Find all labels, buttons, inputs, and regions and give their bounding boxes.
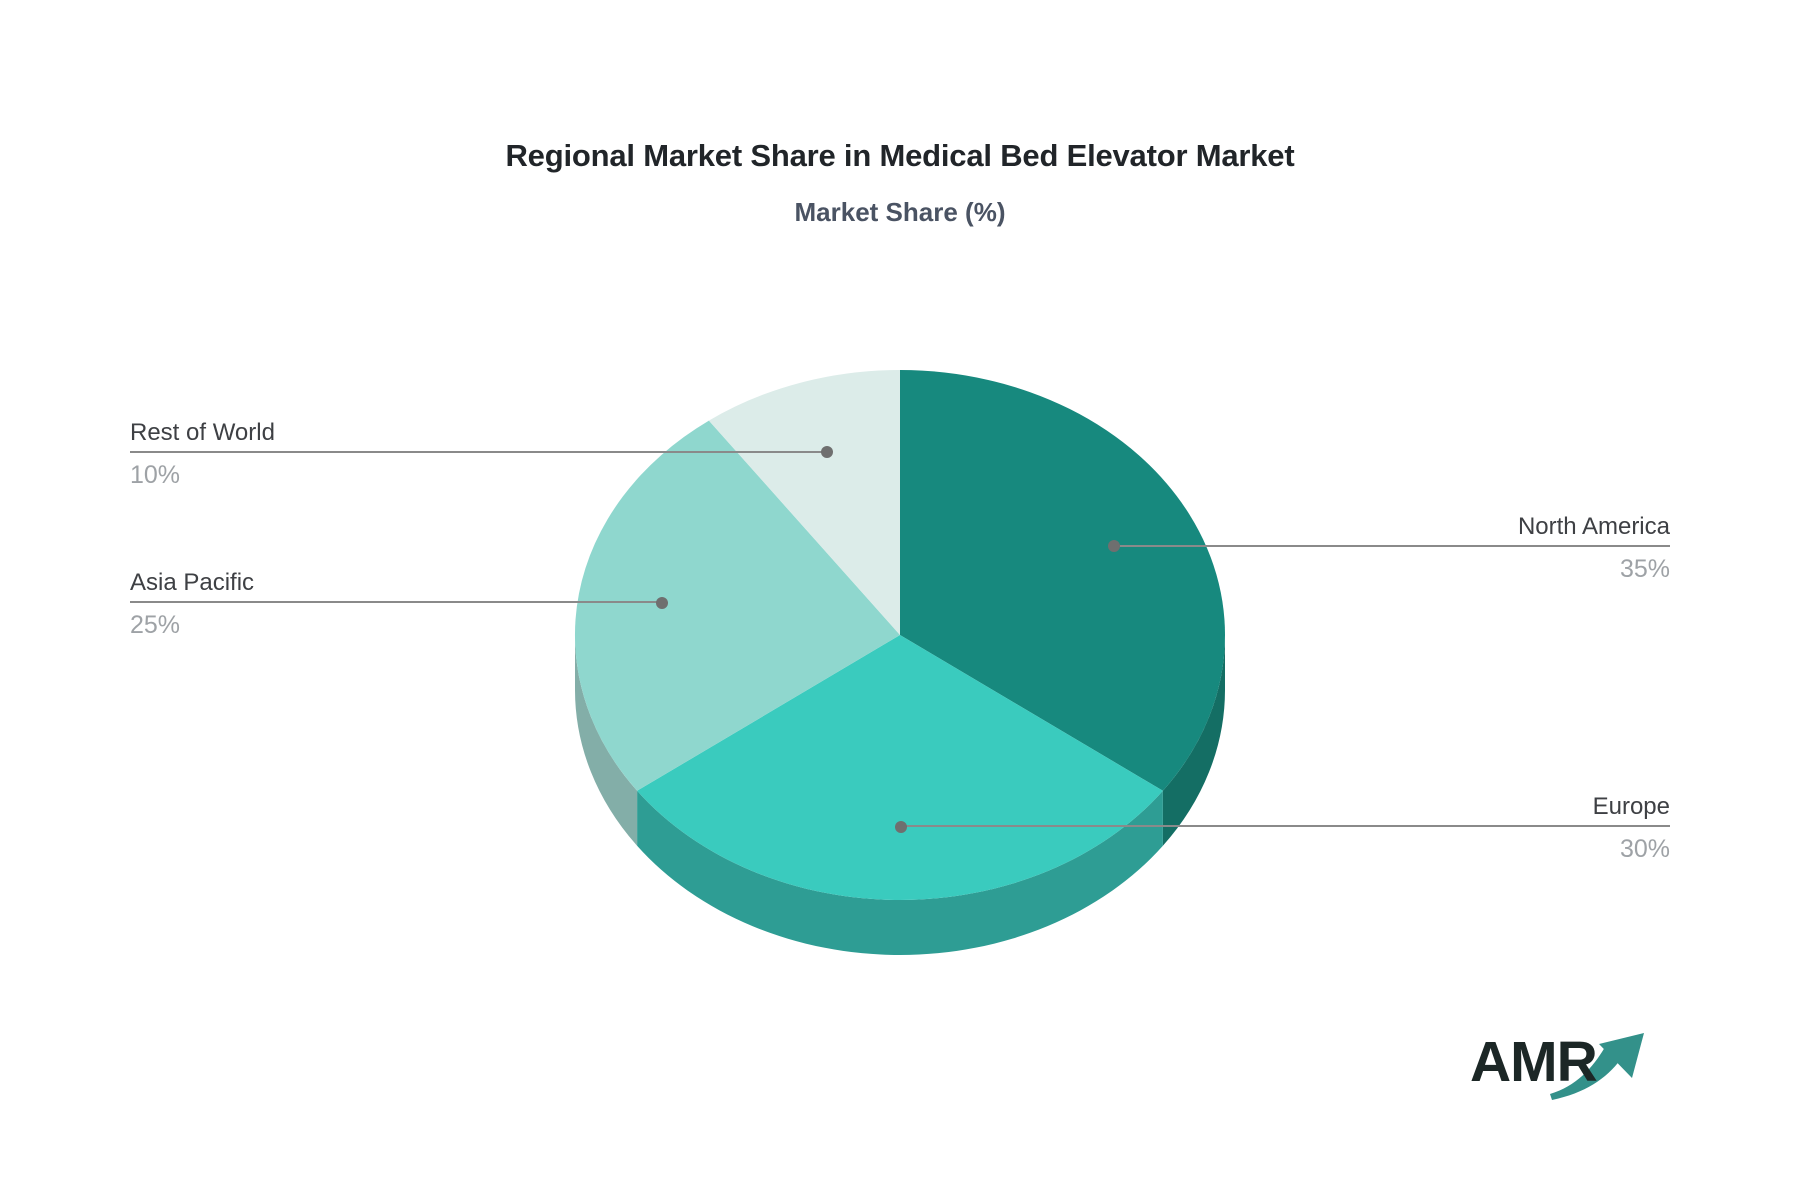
slice-pct-asia-pacific: 25% <box>130 611 181 639</box>
leader-dot-europe <box>895 821 907 833</box>
pie-rim-north-america <box>1162 635 1225 846</box>
pie-slice-europe[interactable] <box>637 635 1163 901</box>
leader-dot-rest-of-world <box>821 446 833 458</box>
chart-subtitle: Market Share (%) <box>794 197 1006 227</box>
pie-rim-europe <box>637 790 1163 956</box>
leader-dot-north-america <box>1108 540 1120 552</box>
slice-label-north-america: North America <box>1517 513 1670 540</box>
slice-pct-europe: 30% <box>1619 835 1670 863</box>
pie-slice-asia-pacific[interactable] <box>574 420 900 791</box>
pie-rim-asia-pacific <box>575 635 638 846</box>
pie-slice-north-america[interactable] <box>900 370 1226 791</box>
logo-text: AMR <box>1470 1030 1598 1094</box>
slice-label-asia-pacific: Asia Pacific <box>130 569 255 596</box>
chart-title: Regional Market Share in Medical Bed Ele… <box>505 138 1295 173</box>
slice-pct-rest-of-world: 10% <box>130 461 181 489</box>
logo-arrow-icon <box>1550 1033 1644 1100</box>
slice-label-rest-of-world: Rest of World <box>130 419 275 446</box>
slice-pct-north-america: 35% <box>1619 555 1670 583</box>
pie-slice-rest-of-world[interactable] <box>708 370 900 635</box>
slice-label-europe: Europe <box>1592 793 1670 820</box>
leader-dot-asia-pacific <box>656 597 668 609</box>
